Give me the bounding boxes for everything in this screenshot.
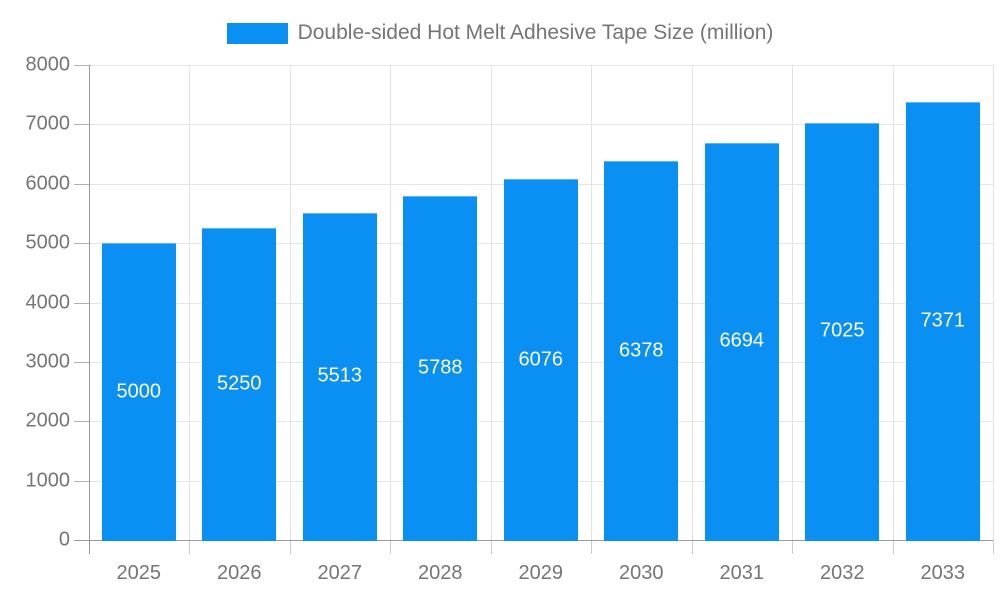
v-gridline [490,65,492,540]
x-axis-tick [892,540,894,554]
bar-value-label: 6378 [619,339,664,362]
y-axis-tick [73,302,89,304]
h-gridline [88,124,993,126]
x-axis-tick [390,540,391,554]
y-axis-tick-label: 8000 [25,53,71,76]
x-axis-tick [792,540,793,554]
y-axis-tick [73,361,89,363]
x-axis-tick-label: 2028 [418,562,463,584]
y-axis-tick [73,480,89,482]
x-axis-tick-label: 2032 [820,562,865,584]
y-axis-tick-label: 5000 [25,231,71,254]
y-axis-tick [73,124,89,126]
bar-value-label: 5788 [418,356,463,379]
v-gridline [892,65,894,540]
bar[interactable] [403,196,478,541]
x-axis-tick [691,540,693,554]
legend-swatch-icon [226,22,288,44]
v-gridline [189,65,190,540]
x-axis-tick-label: 2029 [518,562,564,584]
legend-label: Double-sided Hot Melt Adhesive Tape Size… [297,21,774,44]
y-axis-tick-label: 4000 [25,291,71,313]
x-axis-tick [591,540,592,554]
bar[interactable] [805,122,880,541]
bar-value-label: 7025 [820,319,865,342]
v-gridline [289,65,291,540]
bar[interactable] [101,243,176,541]
x-axis-tick [189,540,190,554]
bar-value-label: 7371 [920,309,966,332]
bar-value-label: 6694 [719,329,765,352]
x-axis-tick [490,540,492,554]
v-gridline [792,65,793,540]
y-axis-tick-label: 6000 [25,172,71,195]
bar[interactable] [905,102,980,541]
y-axis-tick [73,183,89,185]
v-gridline [691,65,693,540]
x-axis-tick [289,540,291,554]
y-axis-tick-label: 2000 [25,409,71,432]
y-axis-tick-label: 7000 [25,112,71,135]
v-gridline [993,65,994,540]
y-axis-tick [73,65,89,66]
v-gridline [390,65,391,540]
y-axis-tick-label: 3000 [25,350,71,373]
bar-value-label: 5513 [317,364,363,387]
x-axis-tick-label: 2025 [116,562,162,584]
x-axis-tick-label: 2030 [619,562,664,584]
x-axis-tick [993,540,994,554]
legend[interactable]: Double-sided Hot Melt Adhesive Tape Size… [0,21,1000,45]
x-axis-tick-label: 2033 [920,562,966,584]
bar[interactable] [704,142,779,541]
x-axis-tick-label: 2026 [217,562,262,584]
y-axis-tick-label: 0 [58,528,70,551]
bar[interactable] [302,212,377,541]
v-gridline [591,65,592,540]
bar[interactable] [202,228,277,541]
bar[interactable] [503,179,578,541]
x-axis-tick-label: 2027 [317,562,363,584]
h-gridline [88,65,993,66]
bar[interactable] [604,161,679,541]
y-axis-line [88,65,90,554]
y-axis-tick [73,421,89,423]
bar-value-label: 5250 [217,372,262,395]
x-axis-tick-label: 2031 [719,562,765,584]
y-axis-tick [73,243,89,245]
y-axis-tick-label: 1000 [25,469,71,492]
bar-value-label: 6076 [518,348,564,371]
bar-value-label: 5000 [116,380,162,403]
